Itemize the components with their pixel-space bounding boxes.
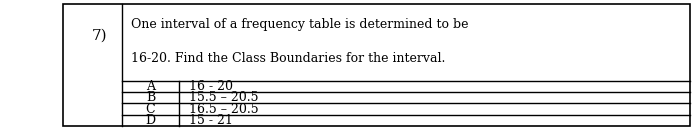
Text: 16 - 20: 16 - 20 — [189, 80, 233, 93]
Text: One interval of a frequency table is determined to be: One interval of a frequency table is det… — [131, 18, 468, 31]
Text: 7): 7) — [92, 29, 108, 43]
Text: B: B — [146, 91, 155, 104]
Text: A: A — [146, 80, 155, 93]
Text: 16.5 – 20.5: 16.5 – 20.5 — [189, 103, 258, 116]
Text: C: C — [146, 103, 155, 116]
Bar — [63, 4, 690, 126]
Text: 15.5 – 20.5: 15.5 – 20.5 — [189, 91, 258, 104]
Text: D: D — [146, 114, 155, 127]
Text: 16-20. Find the Class Boundaries for the interval.: 16-20. Find the Class Boundaries for the… — [131, 52, 445, 65]
Text: 15 - 21: 15 - 21 — [189, 114, 233, 127]
